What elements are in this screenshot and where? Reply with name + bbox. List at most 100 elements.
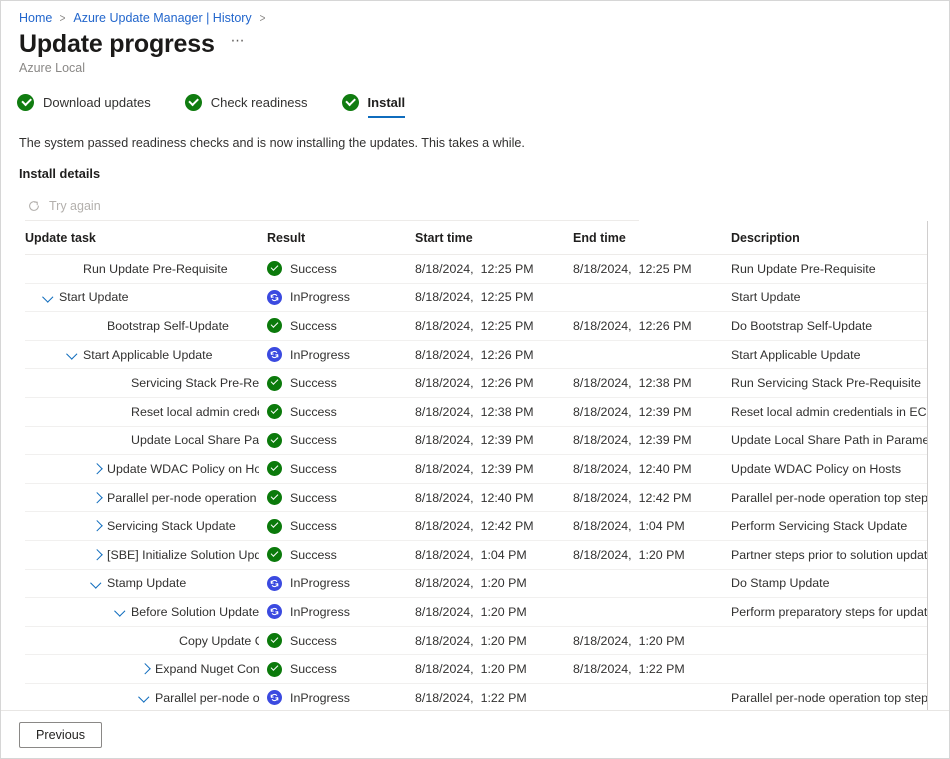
cell-update-task: Start Applicable Update: [25, 340, 267, 370]
start-time: 12:26 PM: [480, 376, 534, 391]
cell-update-task: Before Solution Update: [25, 597, 267, 627]
breadcrumb-item-home[interactable]: Home: [19, 11, 53, 25]
success-icon: [267, 547, 282, 563]
table-row[interactable]: Parallel per-node operation t Success 8/18…: [25, 483, 927, 513]
breadcrumb: Home > Azure Update Manager | History >: [1, 1, 949, 27]
result-label: Success: [290, 404, 337, 419]
start-time: 1:20 PM: [480, 633, 527, 648]
previous-button[interactable]: Previous: [19, 721, 102, 748]
cell-end-time: 8/18/2024, 12:38 PM: [573, 368, 731, 398]
inprogress-icon: [267, 575, 282, 591]
cell-description: Start Applicable Update: [731, 340, 927, 370]
chevron-down-icon[interactable]: [137, 691, 151, 705]
step-download-updates[interactable]: Download updates: [17, 94, 151, 116]
start-date: 8/18/2024,: [415, 290, 474, 305]
cell-start-time: 8/18/2024, 12:26 PM: [415, 340, 573, 370]
table-row[interactable]: Run Update Pre-Requisite Success 8/18/2024…: [25, 254, 927, 284]
check-circle-icon: [341, 94, 359, 111]
end-time: 1:04 PM: [638, 519, 685, 534]
chevron-right-icon[interactable]: [89, 491, 103, 505]
column-header-description[interactable]: Description: [731, 221, 927, 255]
install-details-heading: Install details: [19, 166, 101, 181]
step-check-readiness[interactable]: Check readiness: [184, 94, 308, 116]
table-row[interactable]: Bootstrap Self-Update Success 8/18/2024, 12…: [25, 311, 927, 341]
cell-end-time: [573, 340, 731, 370]
table-row[interactable]: Expand Nuget Cont Success 8/18/2024, 1:20 P…: [25, 654, 927, 684]
table-row[interactable]: Start Applicable Update InProgress 8/18/20…: [25, 340, 927, 370]
table-row[interactable]: Stamp Update InProgress 8/18/2024, 1:20 PM D…: [25, 569, 927, 599]
success-icon: [267, 261, 282, 277]
table-row[interactable]: Parallel per-node op InProgress 8/18/2024,…: [25, 683, 927, 711]
chevron-placeholder: [161, 634, 175, 648]
result-label: Success: [290, 376, 337, 391]
start-time: 1:04 PM: [480, 547, 527, 562]
start-date: 8/18/2024,: [415, 461, 474, 476]
cell-start-time: 8/18/2024, 1:20 PM: [415, 654, 573, 684]
more-options-icon[interactable]: ⋯: [230, 32, 246, 48]
success-icon: [267, 404, 282, 420]
step-install[interactable]: Install: [341, 94, 405, 118]
table-row[interactable]: Copy Update Conte Success 8/18/2024, 1:20 P…: [25, 626, 927, 656]
end-date: 8/18/2024,: [573, 490, 632, 505]
chevron-right-icon[interactable]: [89, 548, 103, 562]
chevron-right-icon[interactable]: [89, 462, 103, 476]
task-name: Bootstrap Self-Update: [107, 318, 229, 333]
install-details-table: Update task Result Start time End time D…: [25, 221, 927, 711]
success-icon: [267, 633, 282, 649]
table-header: Update task Result Start time End time D…: [25, 221, 927, 255]
result-label: InProgress: [290, 347, 350, 362]
cell-description: [731, 626, 927, 656]
chevron-right-icon[interactable]: [137, 662, 151, 676]
cell-description: Partner steps prior to solution update: [731, 540, 927, 570]
table-row[interactable]: [SBE] Initialize Solution Upda Success 8/1…: [25, 540, 927, 570]
result-label: InProgress: [290, 690, 350, 705]
start-time: 12:25 PM: [480, 290, 534, 305]
install-details-table-container: Update task Result Start time End time D…: [25, 221, 949, 711]
table-row[interactable]: Servicing Stack Update Success 8/18/2024, 1…: [25, 511, 927, 541]
table-row[interactable]: Reset local admin credentials Success 8/18…: [25, 397, 927, 427]
cell-start-time: 8/18/2024, 12:25 PM: [415, 311, 573, 341]
cell-description: [731, 654, 927, 684]
breadcrumb-separator-icon-2: >: [259, 11, 266, 25]
chevron-down-icon[interactable]: [113, 605, 127, 619]
cell-description: Perform preparatory steps for updating c…: [731, 597, 927, 627]
cell-end-time: 8/18/2024, 1:04 PM: [573, 511, 731, 541]
table-row[interactable]: Before Solution Update InProgress 8/18/202…: [25, 597, 927, 627]
table-right-divider: [927, 221, 928, 711]
result-label: Success: [290, 433, 337, 448]
cell-end-time: 8/18/2024, 1:20 PM: [573, 540, 731, 570]
start-time: 1:20 PM: [480, 604, 527, 619]
wizard-steps: Download updates Check readiness Install: [1, 75, 949, 118]
start-date: 8/18/2024,: [415, 433, 474, 448]
breadcrumb-item-azure-update-manager-history[interactable]: Azure Update Manager | History: [73, 11, 252, 25]
table-row[interactable]: Start Update InProgress 8/18/2024, 12:25 PM…: [25, 283, 927, 313]
chevron-down-icon[interactable]: [89, 576, 103, 590]
column-header-end-time[interactable]: End time: [573, 221, 731, 255]
column-header-start-time[interactable]: Start time: [415, 221, 573, 255]
chevron-placeholder: [89, 319, 103, 333]
table-row[interactable]: Servicing Stack Pre-Requisite Success 8/18…: [25, 368, 927, 398]
success-icon: [267, 661, 282, 677]
column-header-update-task[interactable]: Update task: [25, 221, 267, 255]
cell-result: Success: [267, 397, 415, 427]
cell-end-time: 8/18/2024, 12:42 PM: [573, 483, 731, 513]
end-time: 12:38 PM: [638, 376, 692, 391]
task-name: Run Update Pre-Requisite: [83, 261, 228, 276]
try-again-button[interactable]: Try again: [25, 197, 103, 215]
cell-start-time: 8/18/2024, 12:42 PM: [415, 511, 573, 541]
table-row[interactable]: Update Local Share Path in Pa Success 8/18…: [25, 426, 927, 456]
result-label: Success: [290, 519, 337, 534]
cell-end-time: 8/18/2024, 12:40 PM: [573, 454, 731, 484]
start-date: 8/18/2024,: [415, 662, 474, 677]
chevron-down-icon[interactable]: [41, 290, 55, 304]
inprogress-icon: [267, 289, 282, 305]
chevron-right-icon[interactable]: [89, 519, 103, 533]
cell-update-task: Servicing Stack Pre-Requisite: [25, 368, 267, 398]
cell-update-task: Stamp Update: [25, 569, 267, 599]
column-header-result[interactable]: Result: [267, 221, 415, 255]
end-date: 8/18/2024,: [573, 433, 632, 448]
chevron-down-icon[interactable]: [65, 348, 79, 362]
start-date: 8/18/2024,: [415, 490, 474, 505]
table-row[interactable]: Update WDAC Policy on Hosts Success 8/18/2…: [25, 454, 927, 484]
end-time: 12:26 PM: [638, 318, 692, 333]
